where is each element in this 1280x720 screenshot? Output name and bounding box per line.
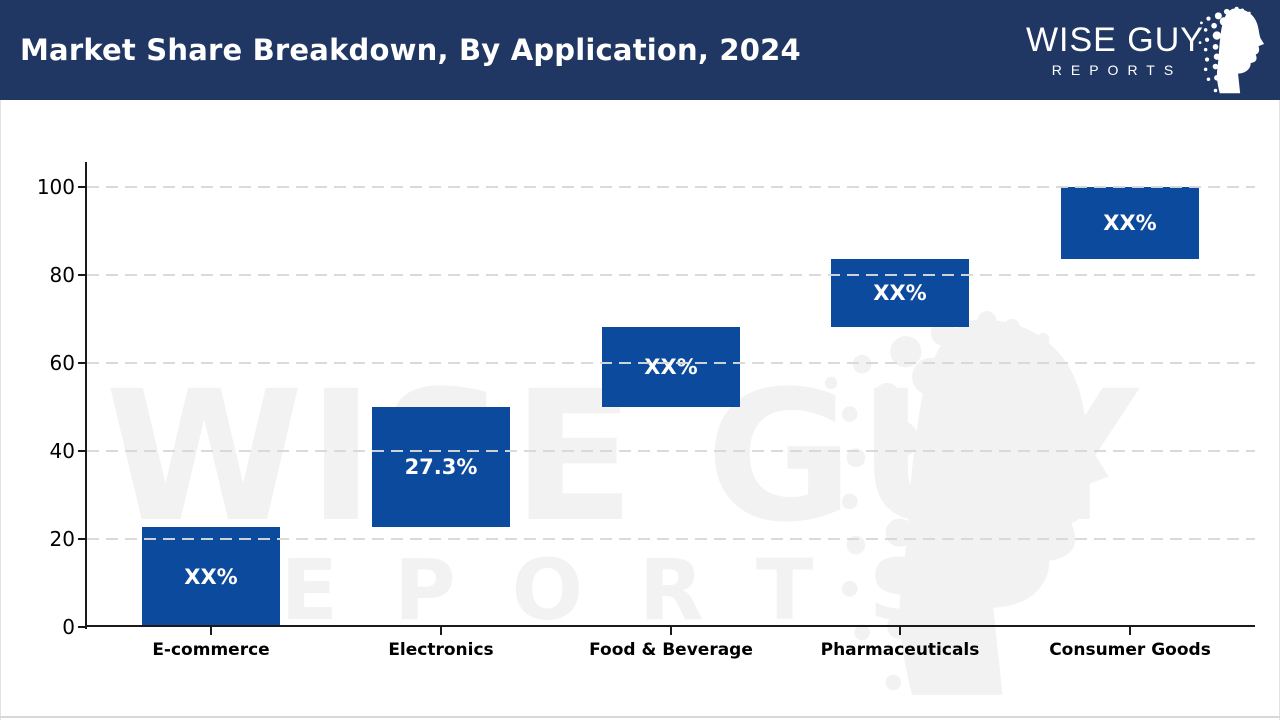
y-axis-line [85,162,87,629]
y-tick-mark-0 [78,626,87,628]
x-axis-line [85,625,1255,627]
y-tick-label-0: 0 [62,615,75,639]
category-label-Food & Beverage: Food & Beverage [589,640,753,660]
chart-area: WISE GUY REPORTS 0 20 40 60 80 100 XX% E-commer… [0,100,1280,720]
gridline-80 [87,274,1255,276]
brand-text: WISE GUY REPORTS [1026,23,1204,77]
bar-value-label: XX% [644,354,698,379]
y-tick-mark-100 [78,186,87,188]
category-label-E-commerce: E-commerce [152,640,270,660]
brand-subtitle: REPORTS [1051,62,1183,78]
left-border-line [0,100,1,720]
y-tick-mark-80 [78,274,87,276]
bar-value-label: XX% [184,565,238,590]
header-bar: Market Share Breakdown, By Application, … [0,0,1280,100]
x-tick-mark-Consumer Goods [1129,627,1131,635]
bar-Consumer Goods: XX% [1061,187,1199,259]
y-tick-label-80: 80 [49,263,75,287]
y-tick-mark-60 [78,362,87,364]
x-tick-mark-Food & Beverage [670,627,672,635]
bar-Food & Beverage: XX% [602,326,740,407]
watermark-text-line2: REPORTS [160,541,986,639]
x-tick-mark-Electronics [440,627,442,635]
bar-value-label: XX% [1103,210,1157,235]
y-tick-label-20: 20 [49,527,75,551]
gridline-40 [87,450,1255,452]
y-tick-mark-20 [78,538,87,540]
x-tick-mark-Pharmaceuticals [899,627,901,635]
y-tick-label-60: 60 [49,351,75,375]
y-tick-mark-40 [78,450,87,452]
bar-Pharmaceuticals: XX% [831,258,969,327]
brand-name: WISE GUY [1025,21,1204,59]
gridline-20 [87,538,1255,540]
category-label-Pharmaceuticals: Pharmaceuticals [820,640,980,660]
page-title: Market Share Breakdown, By Application, … [20,33,801,67]
x-tick-mark-E-commerce [210,627,212,635]
gridline-60 [87,362,1255,364]
y-tick-label-40: 40 [49,439,75,463]
bar-value-label: XX% [873,280,927,305]
category-label-Electronics: Electronics [388,640,494,660]
gridline-100 [87,186,1255,188]
bar-value-label: 27.3% [404,455,478,480]
bar-E-commerce: XX% [142,527,280,627]
bottom-border-line [0,716,1280,718]
y-tick-label-100: 100 [36,175,75,199]
brand-logo: WISE GUY REPORTS [1026,0,1272,100]
bar-Electronics: 27.3% [372,407,510,528]
category-label-Consumer Goods: Consumer Goods [1049,640,1211,660]
